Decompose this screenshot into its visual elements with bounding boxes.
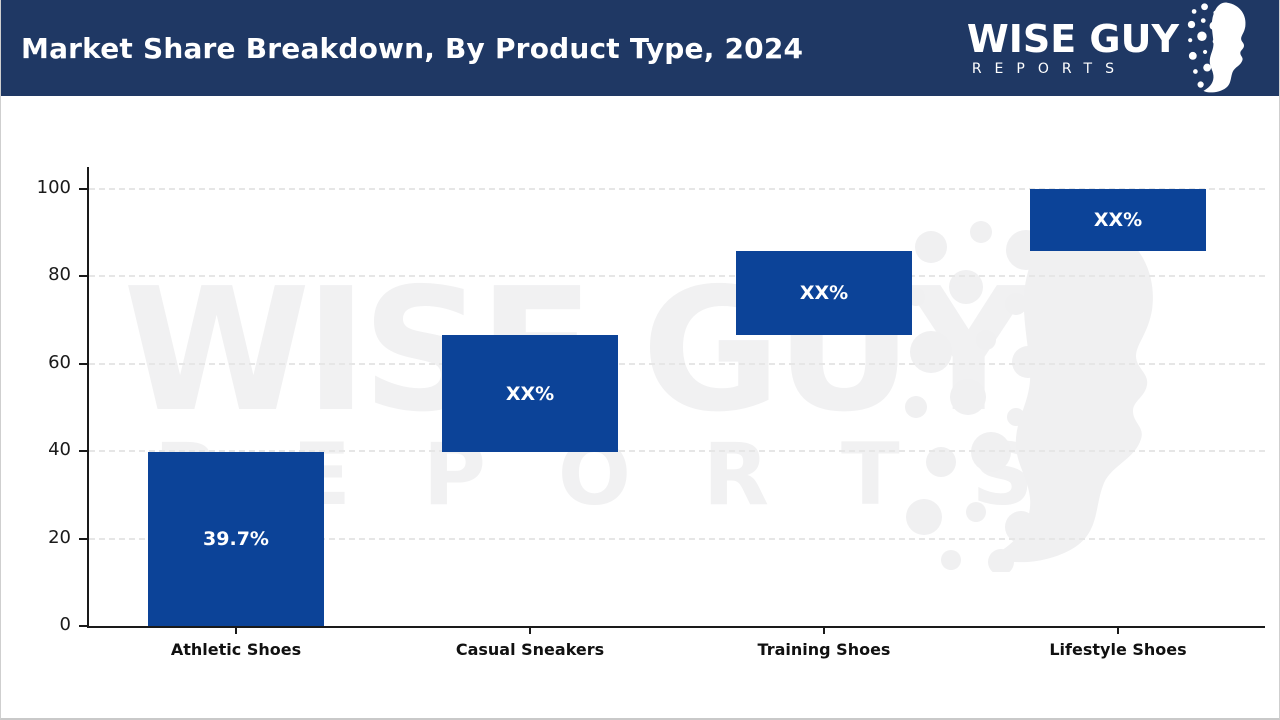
x-category-label: Casual Sneakers [455, 640, 605, 659]
bar: 39.7% [147, 452, 325, 626]
y-tick-mark [79, 187, 87, 190]
bar: XX% [735, 251, 913, 336]
x-category-label: Athletic Shoes [170, 640, 302, 659]
x-tick-mark [529, 626, 531, 634]
y-axis-line [87, 167, 89, 628]
y-tick-label: 40 [48, 439, 71, 461]
logo-wordmark: WISE GUY [966, 16, 1179, 61]
y-tick-mark [79, 625, 87, 627]
y-tick-label: 20 [48, 526, 71, 548]
bar-value-label: XX% [799, 282, 849, 305]
x-axis-line [87, 626, 1265, 628]
y-tick-label: 0 [59, 614, 71, 635]
x-tick-mark [1117, 626, 1119, 634]
bar-value-label: 39.7% [203, 528, 269, 551]
x-tick-mark [823, 626, 825, 634]
plot-area: 0 20 40 60 80 100 39.7% XX% XX% XX% Athletic Shoes… [37, 167, 1265, 659]
bar-value-label: XX% [1093, 209, 1143, 232]
gridline [89, 362, 1265, 365]
bar-value-label: XX% [505, 382, 555, 405]
y-tick-label: 60 [48, 351, 71, 373]
logo-text: WISE GUY REPORTS [967, 20, 1179, 77]
logo-subtitle: REPORTS [971, 60, 1127, 77]
y-tick-mark [79, 275, 87, 278]
y-tick-mark [79, 450, 87, 453]
y-tick-mark [79, 537, 87, 540]
x-category-label: Lifestyle Shoes [1049, 640, 1187, 659]
chart-title: Market Share Breakdown, By Product Type,… [21, 31, 804, 65]
gridline [89, 275, 1265, 278]
y-tick-mark [79, 362, 87, 365]
bar: XX% [441, 335, 619, 453]
gridline [89, 537, 1265, 540]
gridline [89, 450, 1265, 453]
y-tick-label: 100 [36, 176, 71, 198]
bar: XX% [1029, 188, 1207, 252]
header: Market Share Breakdown, By Product Type,… [1, 0, 1279, 96]
wise-guy-reports-logo: WISE GUY REPORTS [967, 1, 1265, 95]
x-category-label: Training Shoes [757, 640, 891, 659]
dotted-head-icon [1165, 1, 1265, 95]
gridline [89, 187, 1265, 190]
x-tick-mark [235, 626, 237, 634]
y-tick-label: 80 [48, 264, 71, 286]
